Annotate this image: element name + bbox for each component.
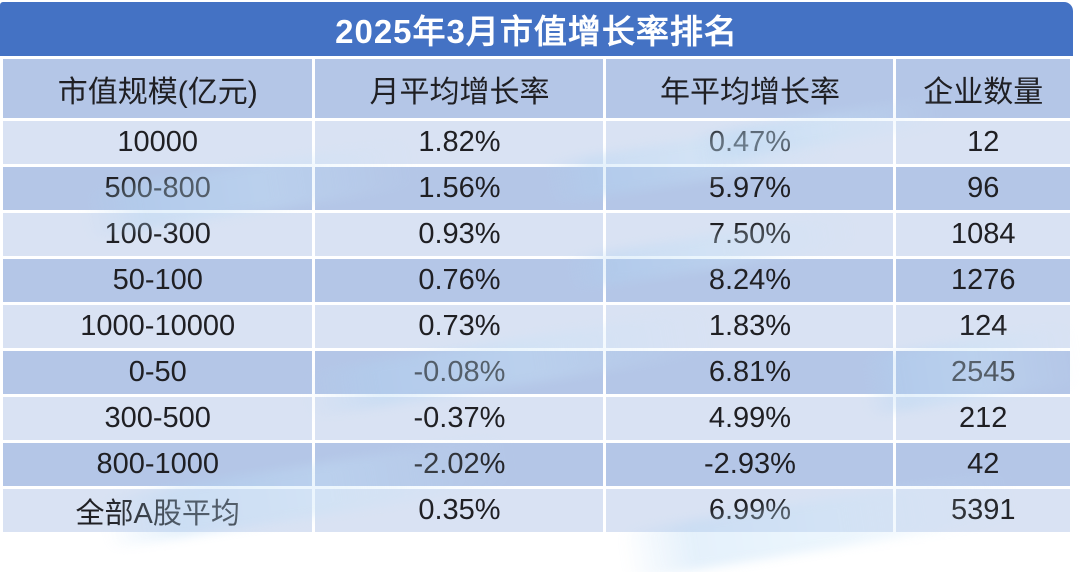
- cell-market-cap-range: 300-500: [0, 394, 316, 443]
- cell-market-cap-range: 0-50: [0, 348, 316, 397]
- cell-monthly-growth-rate: 0.73%: [312, 302, 607, 351]
- column-header-market-cap-range: 市值规模(亿元): [0, 56, 316, 121]
- cell-annual-growth-rate: -2.93%: [603, 440, 897, 489]
- table-row: 0-50 -0.08% 6.81% 2545: [0, 348, 1073, 397]
- table-row: 800-1000 -2.02% -2.93% 42: [0, 440, 1073, 489]
- cell-company-count: 1276: [893, 256, 1073, 305]
- cell-monthly-growth-rate: 1.56%: [312, 164, 607, 213]
- table-row: 300-500 -0.37% 4.99% 212: [0, 394, 1073, 443]
- cell-monthly-growth-rate: 0.35%: [312, 486, 607, 535]
- cell-annual-growth-rate: 7.50%: [603, 210, 897, 259]
- table-row: 10000 1.82% 0.47% 12: [0, 118, 1073, 167]
- cell-company-count: 212: [893, 394, 1073, 443]
- cell-market-cap-range: 800-1000: [0, 440, 316, 489]
- cell-monthly-growth-rate: -2.02%: [312, 440, 607, 489]
- column-header-monthly-growth-rate: 月平均增长率: [312, 56, 607, 121]
- cell-company-count: 1084: [893, 210, 1073, 259]
- cell-annual-growth-rate: 1.83%: [603, 302, 897, 351]
- cell-market-cap-range: 500-800: [0, 164, 316, 213]
- cell-company-count: 96: [893, 164, 1073, 213]
- cell-annual-growth-rate: 6.81%: [603, 348, 897, 397]
- cell-market-cap-range: 100-300: [0, 210, 316, 259]
- cell-company-count: 42: [893, 440, 1073, 489]
- cell-company-count: 124: [893, 302, 1073, 351]
- cell-company-count: 2545: [893, 348, 1073, 397]
- cell-monthly-growth-rate: -0.08%: [312, 348, 607, 397]
- table-row: 500-800 1.56% 5.97% 96: [0, 164, 1073, 213]
- table-row: 全部A股平均 0.35% 6.99% 5391: [0, 486, 1073, 535]
- cell-annual-growth-rate: 8.24%: [603, 256, 897, 305]
- growth-rate-table: 市值规模(亿元) 月平均增长率 年平均增长率 企业数量 10000 1.82% 0.…: [0, 56, 1073, 535]
- table-row: 1000-10000 0.73% 1.83% 124: [0, 302, 1073, 351]
- cell-monthly-growth-rate: 1.82%: [312, 118, 607, 167]
- column-header-company-count: 企业数量: [893, 56, 1073, 121]
- table-row: 100-300 0.93% 7.50% 1084: [0, 210, 1073, 259]
- cell-market-cap-range: 50-100: [0, 256, 316, 305]
- table-row: 50-100 0.76% 8.24% 1276: [0, 256, 1073, 305]
- cell-company-count: 12: [893, 118, 1073, 167]
- column-header-annual-growth-rate: 年平均增长率: [603, 56, 897, 121]
- cell-annual-growth-rate: 0.47%: [603, 118, 897, 167]
- cell-monthly-growth-rate: 0.93%: [312, 210, 607, 259]
- cell-monthly-growth-rate: 0.76%: [312, 256, 607, 305]
- cell-company-count: 5391: [893, 486, 1073, 535]
- cell-monthly-growth-rate: -0.37%: [312, 394, 607, 443]
- header-row: 市值规模(亿元) 月平均增长率 年平均增长率 企业数量: [0, 56, 1073, 121]
- cell-market-cap-range: 10000: [0, 118, 316, 167]
- table-title: 2025年3月市值增长率排名: [0, 2, 1073, 56]
- cell-market-cap-range: 1000-10000: [0, 302, 316, 351]
- cell-annual-growth-rate: 4.99%: [603, 394, 897, 443]
- cell-annual-growth-rate: 5.97%: [603, 164, 897, 213]
- cell-market-cap-range: 全部A股平均: [0, 486, 316, 535]
- cell-annual-growth-rate: 6.99%: [603, 486, 897, 535]
